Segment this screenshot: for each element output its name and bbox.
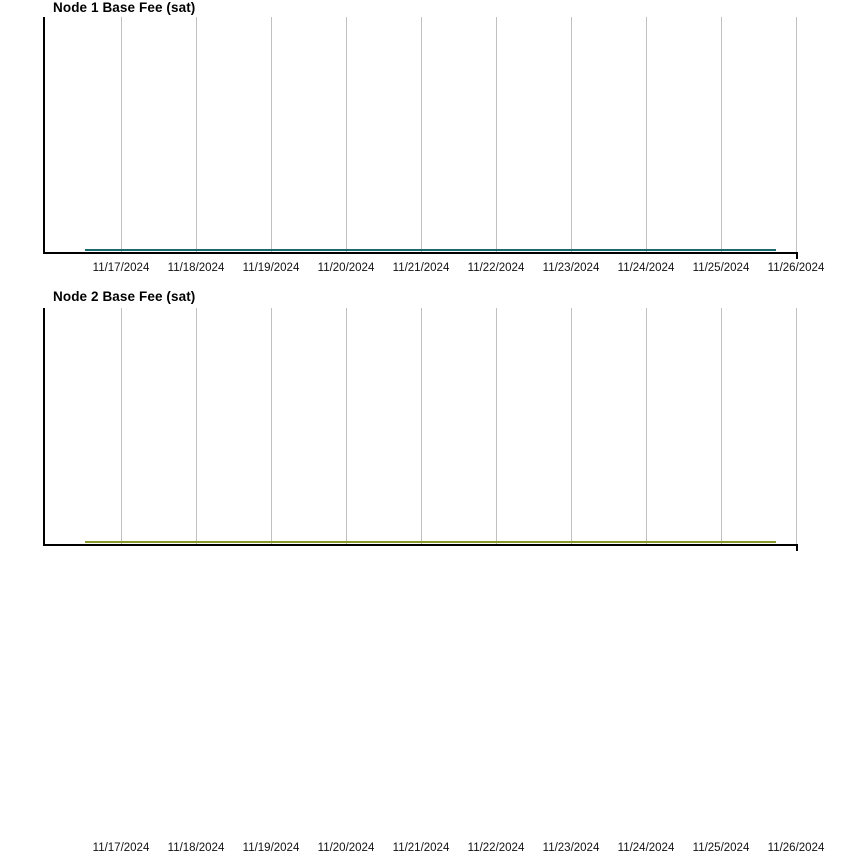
x-axis-line-node1 [43,252,798,254]
x-tick-label: 11/24/2024 [617,262,675,274]
x-tick-label: 11/19/2024 [242,842,300,854]
x-tick-label: 11/17/2024 [92,842,150,854]
gridline [196,308,197,546]
x-tick-label: 11/25/2024 [692,262,750,274]
x-tick-label: 11/18/2024 [167,262,225,274]
plot-area-node2 [43,308,798,551]
gridline [271,308,272,546]
y-axis-line-node2 [43,308,45,546]
gridline [421,17,422,254]
x-tick-label: 11/20/2024 [317,262,375,274]
gridline [571,308,572,546]
x-tick-labels-node1: 11/17/2024 11/18/2024 11/19/2024 11/20/2024… [0,262,860,278]
gridline [421,308,422,546]
x-tick-label: 11/26/2024 [767,842,825,854]
x-tick-label: 11/21/2024 [392,842,450,854]
x-axis-end-tick-node1 [796,253,798,259]
x-tick-label: 11/22/2024 [467,842,525,854]
gridline [196,17,197,254]
x-tick-label: 11/23/2024 [542,842,600,854]
gridline [571,17,572,254]
gridline [646,308,647,546]
x-tick-label: 11/19/2024 [242,262,300,274]
x-tick-label: 11/18/2024 [167,842,225,854]
x-tick-label: 11/23/2024 [542,262,600,274]
gridline [346,308,347,546]
series-line-node1 [85,248,776,251]
gridline [496,17,497,254]
y-axis-line-node1 [43,17,45,254]
gridline [346,17,347,254]
gridlines-node2 [43,308,798,546]
x-tick-label: 11/17/2024 [92,262,150,274]
gridline [271,17,272,254]
gridline [796,17,797,254]
gridlines-node1 [43,17,798,254]
gridline [121,308,122,546]
chart-title-node2: Node 2 Base Fee (sat) [53,289,196,304]
x-tick-label: 11/21/2024 [392,262,450,274]
gridline [721,17,722,254]
x-tick-label: 11/25/2024 [692,842,750,854]
x-tick-label: 11/26/2024 [767,262,825,274]
x-axis-line-node2 [43,544,798,546]
x-axis-end-tick-node2 [796,545,798,551]
x-tick-label: 11/22/2024 [467,262,525,274]
x-tick-label: 11/20/2024 [317,842,375,854]
gridline [646,17,647,254]
gridline [121,17,122,254]
chart-panel-node2: Node 2 Base Fee (sat) 11/17/2024 11/18/20… [0,289,860,854]
series-line-node2 [85,540,776,543]
x-tick-labels-node2: 11/17/2024 11/18/2024 11/19/2024 11/20/2024… [0,842,860,858]
chart-panel-node1: Node 1 Base Fee (sat) 11/17/2024 11/18/20… [0,0,860,290]
gridline [796,308,797,546]
gridline [496,308,497,546]
x-tick-label: 11/24/2024 [617,842,675,854]
gridline [721,308,722,546]
plot-area-node1 [43,17,798,259]
chart-title-node1: Node 1 Base Fee (sat) [53,0,196,15]
